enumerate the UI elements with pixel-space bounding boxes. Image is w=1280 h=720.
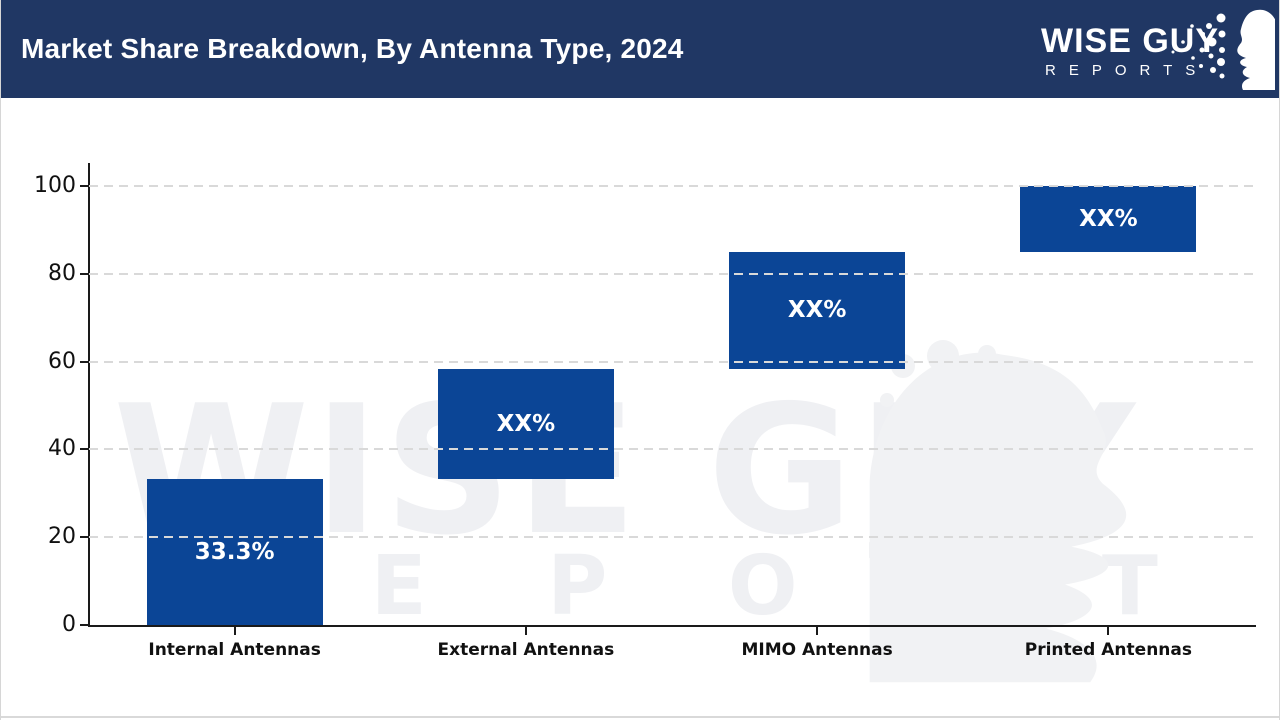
logo-subtext: REPORTS xyxy=(1045,62,1208,79)
y-tick-20 xyxy=(80,536,88,539)
bar-external-antennas xyxy=(437,369,614,479)
y-tick-label-0: 0 xyxy=(62,612,76,637)
x-tick-label: Internal Antennas xyxy=(148,640,321,660)
gridline-100 xyxy=(89,185,1254,187)
watermark-face-icon xyxy=(869,340,1127,683)
y-axis-line xyxy=(88,163,90,627)
gridline-80 xyxy=(89,272,1254,275)
logo-wordmark: WISE GUY xyxy=(1041,22,1219,60)
logo-face-icon xyxy=(1163,9,1275,90)
x-tick-0 xyxy=(233,627,236,635)
y-tick-40 xyxy=(80,448,88,451)
figure-bottom-border xyxy=(1,716,1279,718)
header-bar: Market Share Breakdown, By Antenna Type,… xyxy=(1,0,1279,98)
bar-value-label: XX% xyxy=(1079,205,1138,232)
y-tick-60 xyxy=(80,360,88,363)
y-tick-label-20: 20 xyxy=(48,524,76,550)
bar-internal-antennas xyxy=(146,478,323,625)
x-tick-3 xyxy=(1107,627,1110,635)
gridline-20 xyxy=(89,536,1254,539)
y-tick-label-80: 80 xyxy=(48,260,76,286)
x-tick-label: External Antennas xyxy=(437,640,615,660)
y-tick-80 xyxy=(80,272,88,275)
y-tick-100 xyxy=(80,185,88,187)
y-tick-0 xyxy=(80,624,88,626)
x-tick-2 xyxy=(816,627,819,635)
y-tick-label-100: 100 xyxy=(34,173,76,198)
x-axis-line xyxy=(88,625,1256,627)
x-tick-label: MIMO Antennas xyxy=(741,640,893,660)
x-tick-1 xyxy=(524,627,527,635)
x-tick-label: Printed Antennas xyxy=(1024,640,1192,660)
bar-value-label: 33.3% xyxy=(194,538,275,565)
bar-printed-antennas xyxy=(1020,186,1197,252)
y-tick-label-60: 60 xyxy=(48,348,76,374)
gridline-60 xyxy=(89,360,1254,363)
wise-guy-reports-logo: WISE GUY REPORTS xyxy=(1041,9,1275,90)
bar-value-label: XX% xyxy=(787,297,847,324)
bar-value-label: XX% xyxy=(496,410,556,437)
page-title: Market Share Breakdown, By Antenna Type,… xyxy=(21,33,684,64)
y-tick-label-40: 40 xyxy=(48,436,76,462)
bar-mimo-antennas xyxy=(729,251,906,370)
gridline-40 xyxy=(89,448,1254,451)
